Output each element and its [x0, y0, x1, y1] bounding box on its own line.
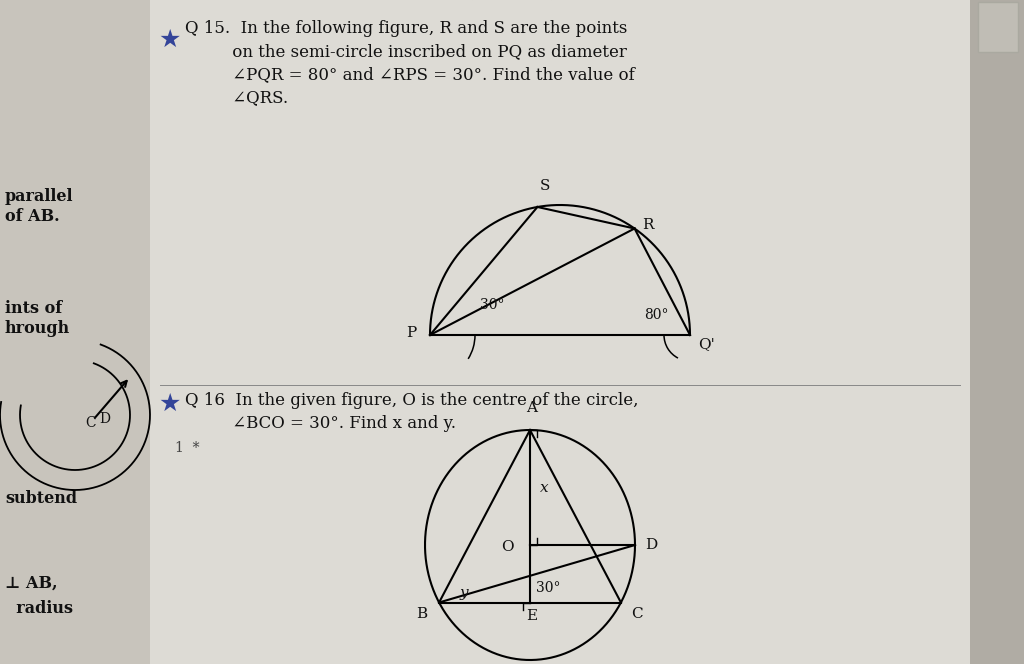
Text: S: S	[540, 179, 550, 193]
Text: 30°: 30°	[480, 298, 505, 312]
Text: ★: ★	[159, 392, 181, 416]
Text: ⊥ AB,: ⊥ AB,	[5, 575, 57, 592]
FancyBboxPatch shape	[150, 0, 1020, 664]
Text: P: P	[406, 326, 416, 340]
Text: 30°: 30°	[536, 582, 560, 596]
Text: ∠PQR = 80° and ∠RPS = 30°. Find the value of: ∠PQR = 80° and ∠RPS = 30°. Find the valu…	[185, 66, 635, 83]
Text: Q 16  In the given figure, O is the centre of the circle,: Q 16 In the given figure, O is the centr…	[185, 392, 639, 409]
Text: C: C	[85, 416, 95, 430]
Text: R: R	[643, 218, 654, 232]
FancyBboxPatch shape	[978, 2, 1018, 52]
Text: ★: ★	[159, 28, 181, 52]
Text: D: D	[99, 412, 110, 426]
FancyBboxPatch shape	[970, 0, 1024, 664]
Text: 80°: 80°	[644, 308, 669, 322]
Text: x: x	[540, 481, 549, 495]
Text: Q': Q'	[698, 337, 715, 351]
Text: radius: radius	[5, 600, 73, 617]
Text: 1  *: 1 *	[175, 441, 200, 455]
Text: ∠QRS.: ∠QRS.	[185, 89, 288, 106]
Text: O: O	[502, 540, 514, 554]
Text: Q 15.  In the following figure, R and S are the points: Q 15. In the following figure, R and S a…	[185, 20, 628, 37]
Text: hrough: hrough	[5, 320, 71, 337]
Text: A: A	[526, 401, 538, 415]
Text: subtend: subtend	[5, 490, 77, 507]
Text: C: C	[631, 606, 642, 620]
Text: of AB.: of AB.	[5, 208, 59, 225]
Text: ∠BCO = 30°. Find x and y.: ∠BCO = 30°. Find x and y.	[185, 415, 456, 432]
Text: D: D	[645, 538, 657, 552]
Text: E: E	[526, 608, 538, 623]
Text: y: y	[459, 586, 468, 600]
Text: on the semi-circle inscribed on PQ as diameter: on the semi-circle inscribed on PQ as di…	[185, 43, 627, 60]
Text: B: B	[416, 606, 427, 620]
Text: parallel: parallel	[5, 188, 74, 205]
Text: ints of: ints of	[5, 300, 62, 317]
